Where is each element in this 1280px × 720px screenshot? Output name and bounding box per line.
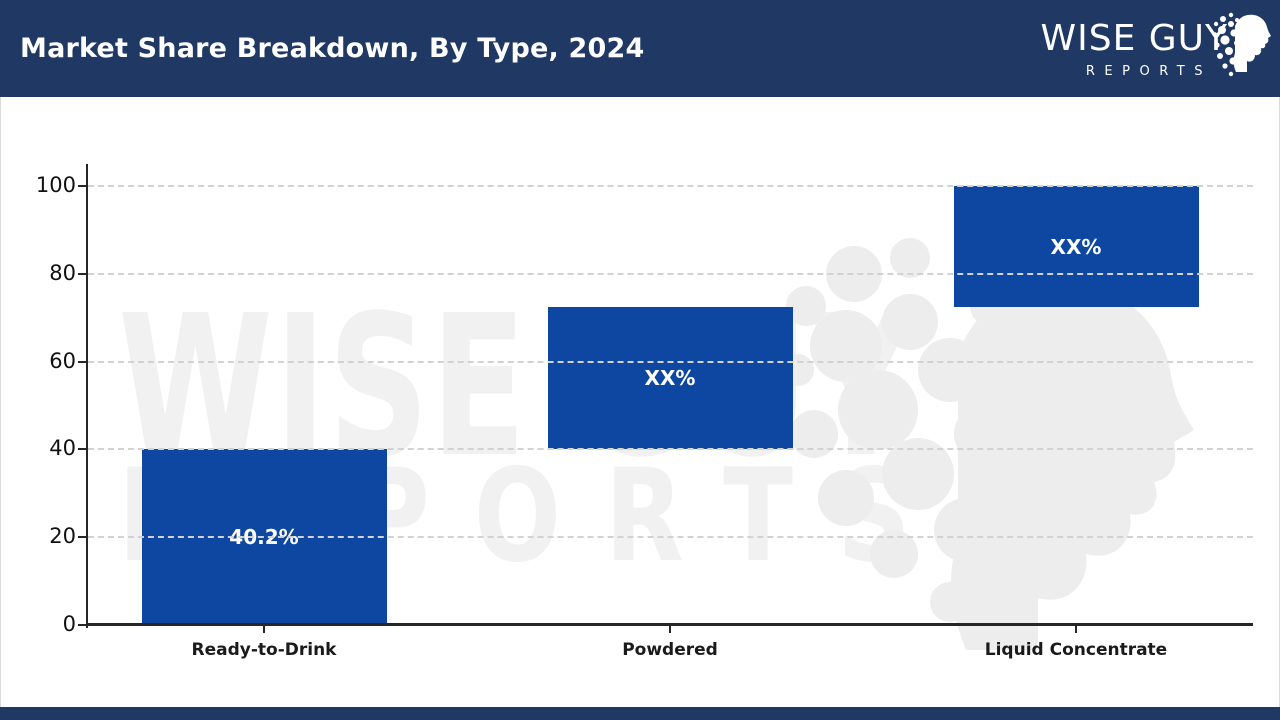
y-axis-tick	[78, 272, 87, 275]
x-axis-tick	[669, 626, 671, 633]
brand-logo: WISE GUY REPORTS	[1022, 6, 1272, 92]
logo-wordmark: WISE GUY	[1040, 18, 1228, 59]
y-tick-label: 0	[62, 612, 76, 636]
x-axis-line	[86, 623, 1253, 626]
gridline	[88, 185, 1253, 187]
y-tick-label: 20	[49, 524, 76, 549]
watermark-head-dots-icon	[782, 238, 1194, 650]
x-category-label: Powdered	[622, 640, 718, 660]
x-category-label: Liquid Concentrate	[984, 640, 1168, 660]
gridline	[88, 272, 1253, 275]
y-tick-label: 80	[49, 260, 76, 285]
y-tick-label: 40	[49, 436, 76, 461]
y-axis-tick	[78, 624, 87, 626]
header-band: Market Share Breakdown, By Type, 2024 WI…	[0, 0, 1280, 97]
y-axis-line	[86, 164, 88, 628]
y-tick-label: 100	[35, 173, 76, 197]
x-axis-tick	[263, 626, 265, 633]
bar-value-label: XX%	[1050, 234, 1102, 259]
footer-band	[0, 707, 1280, 720]
y-tick-label: 60	[49, 348, 76, 373]
gridline	[88, 536, 1253, 539]
gridline	[88, 360, 1253, 363]
x-axis-tick	[1075, 626, 1077, 633]
y-axis-tick	[78, 360, 87, 363]
logo-subtext: REPORTS	[1085, 64, 1212, 79]
y-axis-tick	[78, 448, 87, 451]
gridline	[88, 448, 1253, 451]
x-category-label: Ready-to-Drink	[191, 640, 337, 660]
chart-title: Market Share Breakdown, By Type, 2024	[20, 33, 645, 64]
bar-value-label: XX%	[644, 365, 696, 390]
y-axis-tick	[78, 536, 87, 539]
y-axis-tick	[78, 185, 87, 187]
bar-segment: XX%	[953, 186, 1199, 308]
logo-head-dots-icon	[1213, 12, 1271, 77]
bar-segment: XX%	[547, 307, 793, 449]
